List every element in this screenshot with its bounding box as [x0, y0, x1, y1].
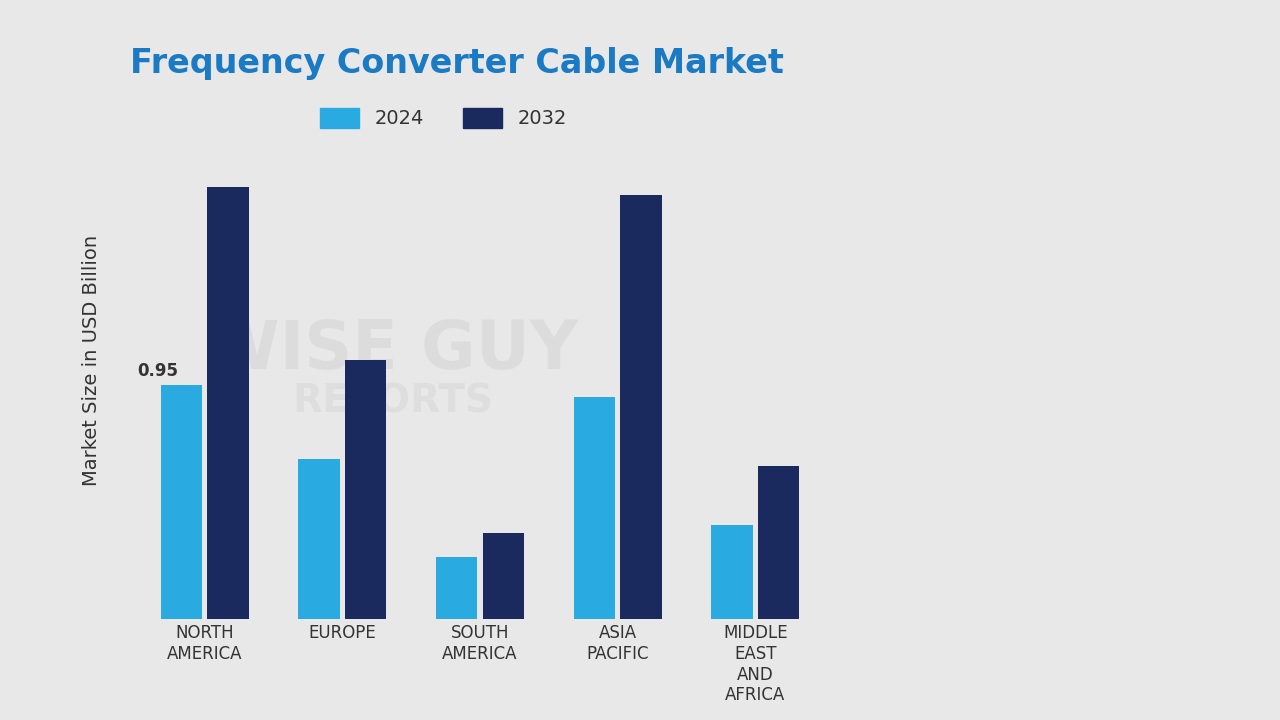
Bar — [712, 526, 753, 619]
Bar — [298, 459, 339, 619]
Bar — [207, 187, 248, 619]
Bar — [483, 533, 524, 619]
Text: REPORTS: REPORTS — [292, 382, 493, 420]
Text: WISE GUY: WISE GUY — [206, 317, 579, 382]
Bar — [346, 360, 387, 619]
Text: Frequency Converter Cable Market: Frequency Converter Cable Market — [129, 47, 783, 80]
Bar — [436, 557, 477, 619]
Y-axis label: Market Size in USD Billion: Market Size in USD Billion — [82, 235, 101, 485]
Bar — [573, 397, 614, 619]
Legend: 2024, 2032: 2024, 2032 — [312, 100, 575, 136]
Bar — [160, 384, 202, 619]
Bar — [621, 194, 662, 619]
Bar — [758, 466, 800, 619]
Text: 0.95: 0.95 — [137, 361, 178, 379]
